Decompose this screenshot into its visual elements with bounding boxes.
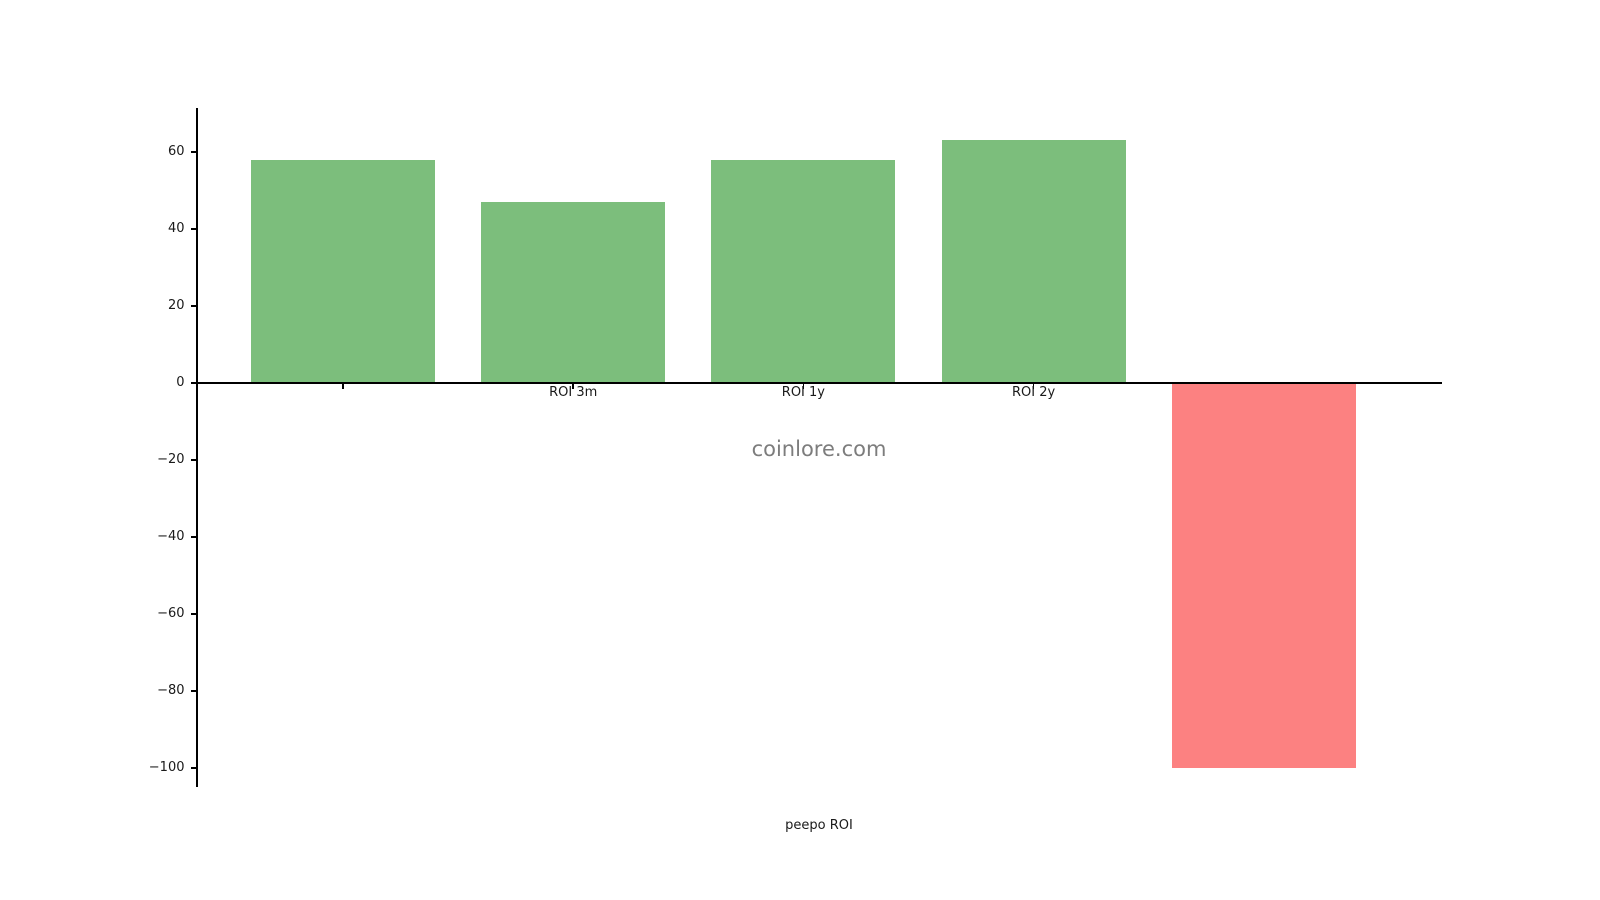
- watermark: coinlore.com: [751, 437, 887, 461]
- x-tick-label: ROI 1y: [781, 384, 825, 400]
- x-tick-label: ROI 3m: [549, 384, 598, 400]
- y-tick-label: 20: [167, 298, 185, 313]
- y-tick-mark: [190, 613, 196, 615]
- x-tick-mark: [802, 383, 805, 389]
- y-tick-label: 60: [167, 144, 185, 159]
- x-tick-mark: [572, 383, 574, 389]
- y-tick-label: 40: [167, 221, 185, 236]
- x-axis-title: peepo ROI: [785, 818, 853, 833]
- y-axis-spine: [196, 107, 198, 788]
- y-tick-label: −60: [157, 606, 185, 621]
- bar: [711, 159, 896, 383]
- bar: [481, 202, 666, 383]
- y-tick-mark: [190, 151, 196, 153]
- y-tick-mark: [190, 536, 196, 538]
- x-tick-label: ROI 2y: [1011, 384, 1056, 400]
- bar: [941, 140, 1126, 383]
- y-tick-mark: [190, 228, 196, 230]
- y-tick-label: −40: [157, 529, 185, 544]
- y-tick-label: −20: [157, 452, 185, 467]
- y-tick-label: 0: [176, 375, 185, 390]
- x-tick-mark: [1032, 383, 1035, 389]
- bar: [251, 159, 435, 383]
- y-tick-mark: [190, 459, 196, 461]
- y-tick-mark: [190, 382, 196, 384]
- x-tick-mark: [342, 383, 344, 389]
- y-tick-label: −80: [157, 683, 185, 698]
- y-tick-mark: [190, 305, 196, 307]
- bar: [1171, 383, 1356, 768]
- y-tick-mark: [190, 690, 196, 692]
- y-tick-mark: [190, 767, 196, 769]
- x-axis-spine: [196, 382, 1442, 384]
- y-tick-label: −100: [148, 760, 185, 775]
